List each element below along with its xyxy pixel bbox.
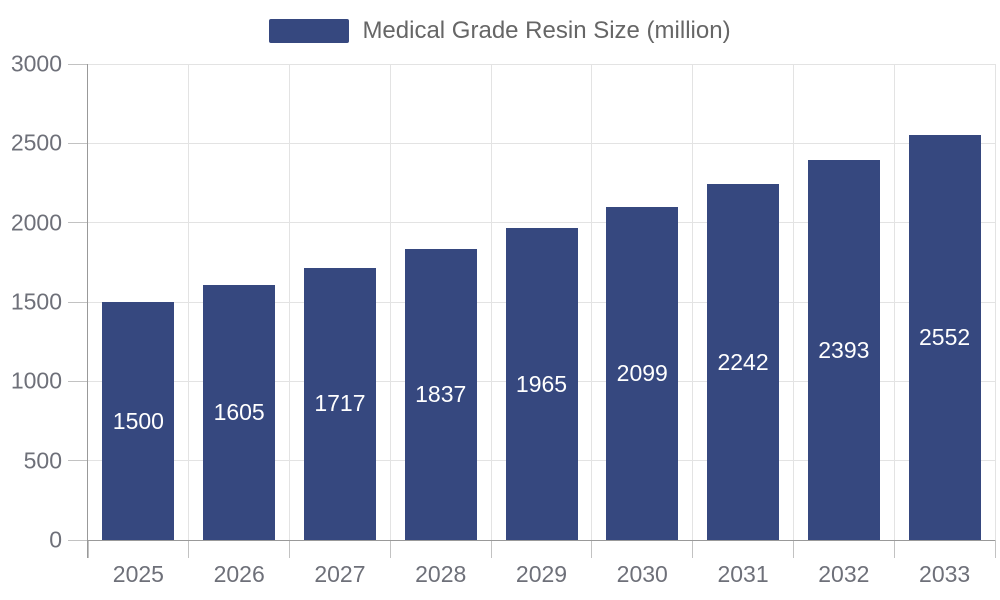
y-axis-label: 2000 [10,209,62,236]
legend-label: Medical Grade Resin Size (million) [362,17,731,44]
x-axis-label: 2026 [213,561,265,587]
h-gridline [88,142,995,144]
x-axis-tick [591,540,593,558]
x-axis-label: 2027 [314,561,366,587]
bar[interactable]: 2393 [807,160,880,540]
x-axis-tick [792,540,794,558]
bar[interactable]: 1717 [303,267,376,540]
v-gridline [692,64,694,540]
x-axis-label: 2029 [515,561,568,587]
bar[interactable]: 2552 [908,135,981,540]
x-axis-label: 2033 [919,561,971,587]
bar[interactable]: 1965 [505,228,578,540]
bar-value-label: 1965 [515,370,568,397]
bar-value-label: 1605 [213,399,265,426]
y-axis-tick [68,380,88,382]
bar[interactable]: 2242 [707,184,780,540]
y-axis-tick [68,539,88,541]
bar-value-label: 2552 [919,324,971,351]
v-gridline [490,64,492,540]
bar-value-label: 1500 [112,407,164,434]
h-gridline [88,222,995,224]
bar[interactable]: 1837 [404,248,477,540]
y-axis-label: 1500 [10,288,62,315]
y-axis-tick [68,222,88,224]
x-axis-tick [87,540,89,558]
x-axis-label: 2028 [415,561,467,587]
y-axis-label: 1000 [10,367,62,394]
x-axis-tick [692,540,694,558]
x-axis-label: 2031 [717,561,769,587]
x-axis-tick [994,540,996,558]
y-axis-label: 500 [23,447,62,474]
x-axis-tick [389,540,391,558]
bar-value-label: 2393 [818,336,870,363]
bar-value-label: 2099 [616,359,668,386]
x-axis-line [88,540,995,541]
y-axis-label: 3000 [10,50,62,77]
y-axis-label: 2500 [10,129,62,156]
v-gridline [289,64,291,540]
x-axis-tick [188,540,190,558]
x-axis-label: 2025 [112,561,164,587]
y-axis-tick [68,301,88,303]
y-axis-line [87,64,88,558]
x-axis-tick [490,540,492,558]
v-gridline [893,64,895,540]
h-gridline [88,63,995,65]
v-gridline [188,64,190,540]
v-gridline [591,64,593,540]
bar-value-label: 2242 [717,348,769,375]
y-axis-tick [68,63,88,65]
y-axis-tick [68,460,88,462]
v-gridline [389,64,391,540]
x-axis-tick [893,540,895,558]
bar-value-label: 1837 [415,380,467,407]
bar-value-label: 1717 [314,390,366,417]
bar[interactable]: 1605 [203,285,276,540]
y-axis-tick [68,142,88,144]
legend-swatch [269,19,350,43]
x-axis-tick [289,540,291,558]
y-axis-label: 0 [49,526,62,553]
v-gridline [994,64,996,540]
v-gridline [792,64,794,540]
bar[interactable]: 2099 [606,206,679,540]
x-axis-label: 2032 [818,561,870,587]
legend[interactable]: Medical Grade Resin Size (million) [0,17,1000,45]
x-axis-label: 2030 [616,561,668,587]
bar[interactable]: 1500 [102,302,175,540]
